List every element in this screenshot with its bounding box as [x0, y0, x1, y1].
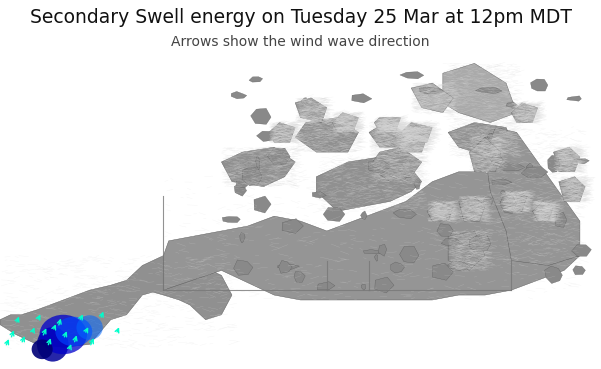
Polygon shape: [269, 123, 295, 142]
Polygon shape: [256, 156, 260, 169]
Polygon shape: [369, 147, 422, 182]
Polygon shape: [254, 196, 271, 213]
Polygon shape: [391, 262, 404, 273]
Polygon shape: [548, 155, 560, 172]
Polygon shape: [221, 147, 295, 187]
Polygon shape: [312, 192, 326, 198]
Polygon shape: [427, 201, 453, 221]
Polygon shape: [242, 167, 262, 186]
Polygon shape: [393, 210, 416, 219]
Polygon shape: [374, 255, 377, 261]
Polygon shape: [374, 118, 401, 132]
Polygon shape: [469, 235, 491, 251]
Ellipse shape: [37, 327, 69, 362]
Polygon shape: [400, 72, 424, 79]
Polygon shape: [163, 172, 580, 300]
Polygon shape: [532, 201, 554, 221]
Polygon shape: [432, 263, 453, 280]
Polygon shape: [483, 197, 493, 206]
Polygon shape: [352, 94, 372, 103]
Polygon shape: [576, 159, 590, 164]
Polygon shape: [459, 196, 485, 221]
Ellipse shape: [32, 339, 53, 359]
Polygon shape: [511, 103, 538, 123]
Polygon shape: [369, 123, 406, 147]
Polygon shape: [257, 131, 282, 142]
Polygon shape: [234, 260, 253, 275]
Polygon shape: [316, 157, 422, 211]
Polygon shape: [506, 101, 518, 109]
Polygon shape: [501, 192, 527, 211]
Polygon shape: [501, 190, 506, 195]
Polygon shape: [294, 272, 305, 282]
Polygon shape: [391, 137, 411, 147]
Polygon shape: [414, 179, 420, 189]
Polygon shape: [249, 77, 263, 82]
Polygon shape: [526, 163, 532, 174]
Polygon shape: [521, 167, 548, 177]
Polygon shape: [278, 264, 299, 270]
Polygon shape: [448, 123, 517, 157]
Polygon shape: [368, 160, 391, 173]
Polygon shape: [323, 207, 345, 221]
Polygon shape: [469, 137, 501, 172]
Polygon shape: [0, 256, 232, 347]
Polygon shape: [419, 87, 444, 94]
Polygon shape: [443, 63, 517, 123]
Polygon shape: [251, 108, 271, 124]
Polygon shape: [572, 245, 591, 256]
Ellipse shape: [76, 315, 103, 340]
Polygon shape: [567, 96, 581, 101]
Polygon shape: [485, 127, 580, 265]
Text: Secondary Swell energy on Tuesday 25 Mar at 12pm MDT: Secondary Swell energy on Tuesday 25 Mar…: [29, 8, 572, 27]
Polygon shape: [240, 233, 245, 243]
Polygon shape: [545, 266, 563, 283]
Polygon shape: [395, 127, 427, 152]
Polygon shape: [361, 211, 367, 220]
Text: Arrows show the wind wave direction: Arrows show the wind wave direction: [171, 35, 430, 49]
Polygon shape: [361, 284, 366, 290]
Polygon shape: [282, 219, 304, 234]
Polygon shape: [500, 196, 516, 214]
Polygon shape: [231, 92, 247, 99]
Polygon shape: [279, 261, 292, 273]
Polygon shape: [400, 246, 419, 263]
Polygon shape: [559, 177, 585, 201]
Polygon shape: [437, 224, 453, 236]
Polygon shape: [332, 113, 358, 132]
Ellipse shape: [55, 317, 93, 346]
Polygon shape: [531, 79, 548, 91]
Polygon shape: [447, 261, 470, 270]
Polygon shape: [222, 217, 240, 223]
Polygon shape: [378, 244, 386, 256]
Polygon shape: [441, 238, 462, 245]
Polygon shape: [411, 83, 453, 113]
Polygon shape: [317, 282, 335, 290]
Polygon shape: [295, 98, 327, 123]
Polygon shape: [555, 212, 567, 228]
Polygon shape: [448, 231, 485, 270]
Polygon shape: [475, 87, 502, 93]
Polygon shape: [267, 148, 290, 164]
Polygon shape: [363, 249, 382, 254]
Polygon shape: [295, 118, 358, 152]
Polygon shape: [499, 163, 525, 171]
Polygon shape: [487, 133, 492, 141]
Polygon shape: [490, 154, 503, 166]
Polygon shape: [492, 179, 512, 184]
Polygon shape: [573, 266, 585, 275]
Polygon shape: [375, 277, 394, 293]
Polygon shape: [234, 184, 246, 196]
Ellipse shape: [40, 315, 87, 354]
Polygon shape: [401, 123, 432, 142]
Polygon shape: [236, 180, 251, 188]
Polygon shape: [554, 147, 580, 172]
Polygon shape: [301, 98, 308, 104]
